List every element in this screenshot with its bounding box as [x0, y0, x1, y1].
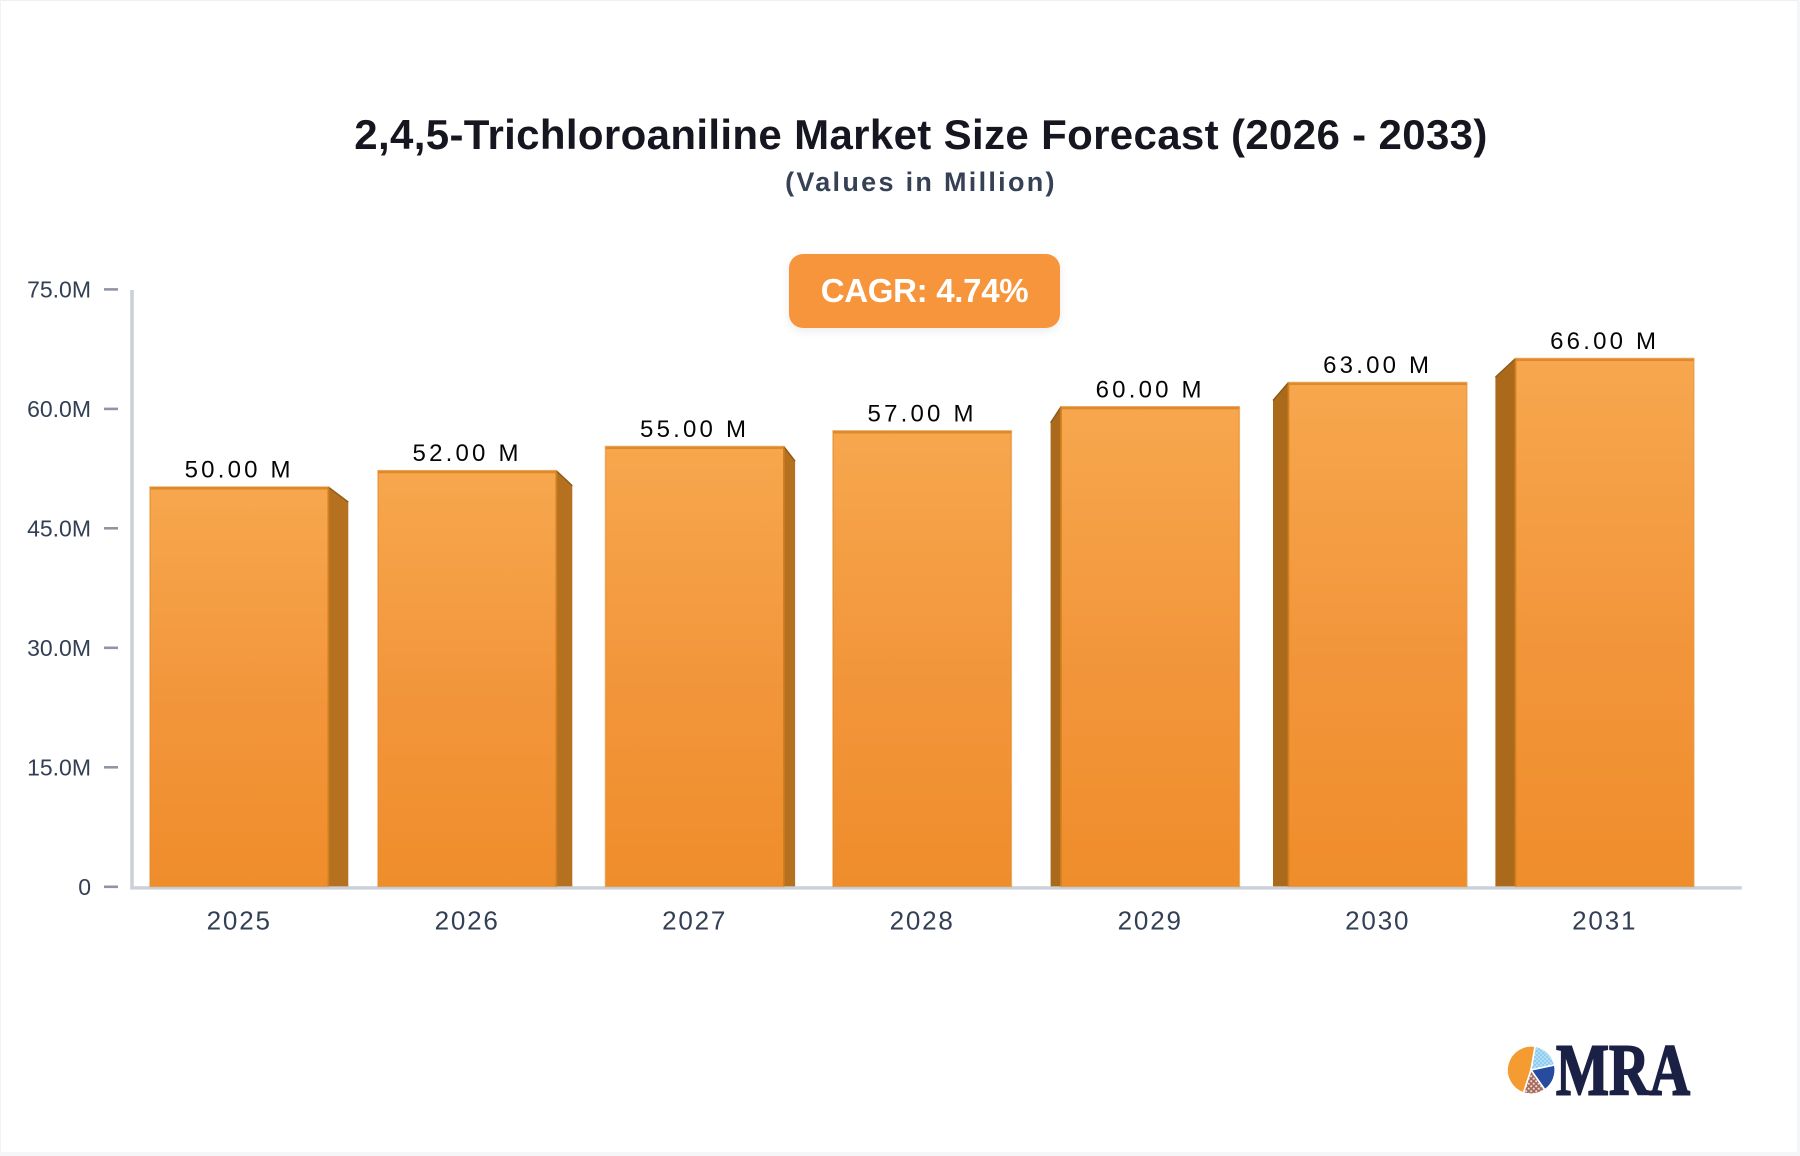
svg-text:55.00 M: 55.00 M	[640, 416, 749, 443]
svg-text:0: 0	[78, 874, 91, 900]
svg-text:2031: 2031	[1572, 906, 1637, 936]
svg-text:63.00 M: 63.00 M	[1323, 352, 1432, 379]
svg-text:57.00 M: 57.00 M	[868, 400, 977, 427]
svg-text:75.0M: 75.0M	[27, 276, 91, 302]
svg-text:2026: 2026	[435, 906, 500, 936]
svg-text:MRA: MRA	[1556, 1030, 1690, 1111]
svg-text:2027: 2027	[662, 906, 727, 936]
svg-text:30.0M: 30.0M	[27, 635, 91, 661]
svg-text:2025: 2025	[207, 906, 272, 936]
svg-text:15.0M: 15.0M	[27, 754, 91, 780]
svg-text:60.0M: 60.0M	[27, 396, 91, 422]
svg-text:2030: 2030	[1345, 906, 1410, 936]
svg-text:66.00 M: 66.00 M	[1550, 328, 1659, 355]
svg-text:2029: 2029	[1118, 906, 1183, 936]
svg-text:50.00 M: 50.00 M	[185, 457, 294, 484]
svg-text:60.00 M: 60.00 M	[1096, 376, 1205, 403]
svg-text:2028: 2028	[890, 906, 955, 936]
svg-text:45.0M: 45.0M	[27, 515, 91, 541]
svg-text:52.00 M: 52.00 M	[413, 440, 522, 467]
